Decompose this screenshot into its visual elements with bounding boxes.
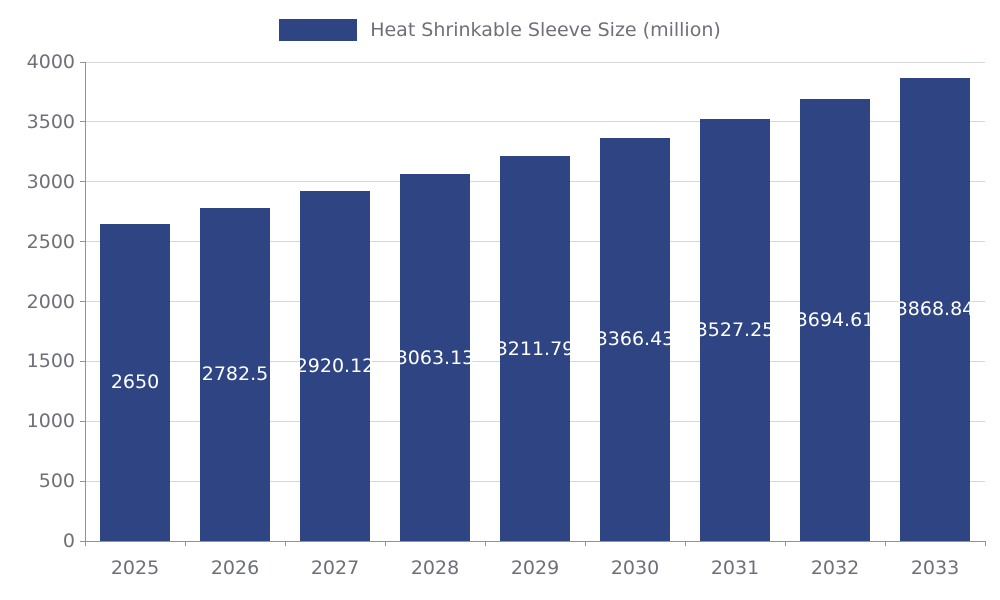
y-axis-tick	[80, 61, 85, 63]
bar-2033[interactable]	[900, 77, 970, 541]
legend: Heat Shrinkable Sleeve Size (million)	[0, 16, 1000, 44]
x-axis-tick	[785, 541, 786, 546]
y-axis-tick-label: 3500	[26, 110, 75, 133]
x-axis-tick-label: 2026	[210, 557, 260, 579]
bar-2026[interactable]	[200, 207, 270, 541]
x-axis-tick-label: 2030	[610, 557, 660, 579]
x-axis-tick-label: 2032	[810, 557, 860, 579]
bar-2032[interactable]	[800, 98, 870, 541]
y-axis-tick-label: 1000	[26, 410, 75, 433]
y-axis-tick-label: 0	[62, 530, 75, 552]
bar-2025[interactable]	[100, 223, 170, 541]
x-axis-tick-label: 2033	[910, 557, 960, 579]
y-axis-tick	[80, 241, 85, 243]
x-axis-tick-label: 2027	[310, 557, 360, 579]
y-axis-tick-label: 4000	[26, 51, 75, 73]
y-axis-line	[85, 62, 86, 541]
y-axis-tick-label: 3000	[26, 170, 75, 193]
y-axis-tick	[80, 420, 85, 422]
x-axis-tick-label: 2031	[710, 557, 760, 579]
y-axis-tick	[80, 301, 85, 302]
y-axis-tick-label: 2000	[26, 290, 75, 313]
x-axis-tick	[85, 541, 86, 546]
x-axis-tick	[885, 541, 886, 546]
y-axis-tick	[80, 121, 85, 123]
x-axis-tick	[485, 541, 486, 546]
y-axis-tick	[80, 540, 85, 542]
y-axis-tick-label: 1500	[26, 350, 75, 373]
legend-swatch[interactable]	[279, 19, 358, 41]
bar-2027[interactable]	[300, 191, 370, 541]
x-axis-line	[85, 541, 985, 542]
bar-2028[interactable]	[400, 174, 470, 541]
y-axis-tick-label: 2500	[26, 230, 75, 253]
bar-2029[interactable]	[500, 156, 570, 541]
x-axis-tick-label: 2028	[410, 557, 460, 579]
y-axis-tick	[80, 181, 85, 183]
x-axis-tick	[385, 541, 386, 546]
x-axis-tick-label: 2029	[510, 557, 560, 579]
y-axis-tick	[80, 360, 85, 362]
x-axis-tick-label: 2025	[110, 557, 160, 579]
x-axis-tick	[685, 541, 686, 546]
x-axis-tick	[585, 541, 586, 546]
x-axis-tick	[285, 541, 286, 546]
x-axis-tick	[985, 541, 986, 546]
gridline	[85, 121, 985, 123]
y-axis-tick-label: 500	[38, 470, 75, 493]
bar-2031[interactable]	[700, 118, 770, 541]
x-axis-tick	[185, 541, 186, 546]
gridline	[85, 61, 985, 63]
legend-label[interactable]: Heat Shrinkable Sleeve Size (million)	[370, 19, 721, 41]
y-axis-tick	[80, 480, 85, 482]
bar-2030[interactable]	[600, 137, 670, 541]
